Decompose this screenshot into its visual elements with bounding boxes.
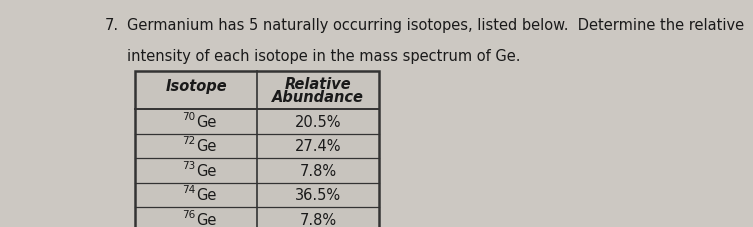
Text: 7.8%: 7.8% bbox=[300, 212, 337, 227]
Text: Germanium has 5 naturally occurring isotopes, listed below.  Determine the relat: Germanium has 5 naturally occurring isot… bbox=[127, 18, 744, 33]
Text: 7.: 7. bbox=[105, 18, 119, 33]
Text: Isotope: Isotope bbox=[165, 79, 227, 94]
Text: 7.8%: 7.8% bbox=[300, 163, 337, 178]
Bar bbox=[135, 72, 379, 227]
Text: 73: 73 bbox=[182, 160, 195, 170]
Text: Ge: Ge bbox=[196, 212, 216, 227]
Text: 70: 70 bbox=[182, 111, 195, 121]
Text: 20.5%: 20.5% bbox=[294, 114, 341, 129]
Text: 36.5%: 36.5% bbox=[295, 188, 341, 202]
Text: Abundance: Abundance bbox=[272, 90, 364, 105]
Text: Ge: Ge bbox=[196, 139, 216, 154]
Text: 72: 72 bbox=[182, 136, 195, 146]
Text: 74: 74 bbox=[182, 184, 195, 194]
Text: Ge: Ge bbox=[196, 114, 216, 129]
Text: Ge: Ge bbox=[196, 163, 216, 178]
Text: intensity of each isotope in the mass spectrum of Ge.: intensity of each isotope in the mass sp… bbox=[127, 48, 520, 63]
Text: 27.4%: 27.4% bbox=[294, 139, 341, 154]
Text: Ge: Ge bbox=[196, 188, 216, 202]
Text: Relative: Relative bbox=[285, 77, 352, 92]
Text: 76: 76 bbox=[182, 209, 195, 219]
